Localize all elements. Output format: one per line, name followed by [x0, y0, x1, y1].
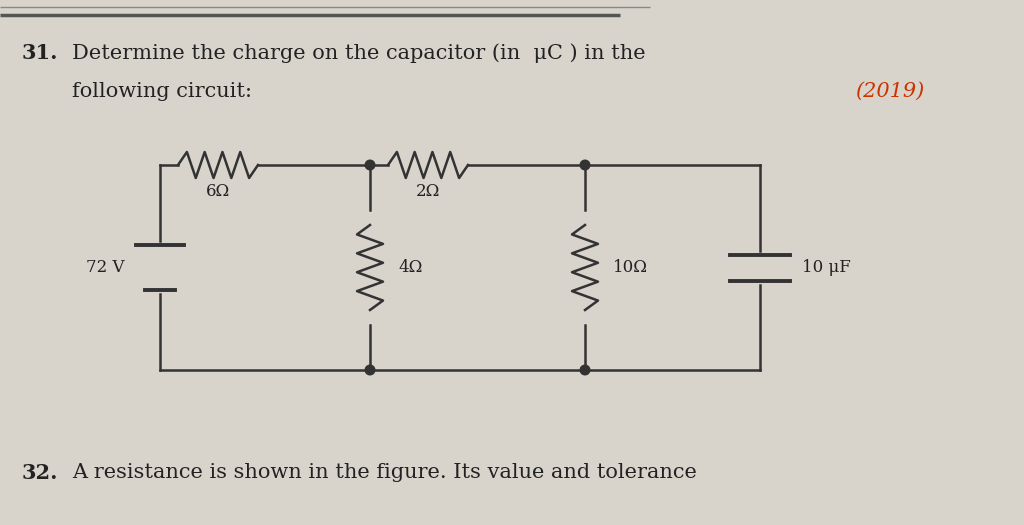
Circle shape: [581, 365, 590, 375]
Text: 31.: 31.: [22, 43, 58, 63]
Text: 10Ω: 10Ω: [613, 259, 648, 276]
Text: 10 μF: 10 μF: [802, 259, 851, 276]
Circle shape: [366, 365, 375, 375]
Circle shape: [581, 160, 590, 170]
Text: 6Ω: 6Ω: [206, 183, 230, 200]
Text: 32.: 32.: [22, 463, 58, 483]
Text: 72 V: 72 V: [86, 259, 125, 276]
Text: A resistance is shown in the figure. Its value and tolerance: A resistance is shown in the figure. Its…: [72, 463, 697, 482]
Text: Determine the charge on the capacitor (in  μC ) in the: Determine the charge on the capacitor (i…: [72, 43, 645, 62]
Text: (2019): (2019): [855, 82, 925, 101]
Text: 2Ω: 2Ω: [416, 183, 440, 200]
Text: 4Ω: 4Ω: [398, 259, 422, 276]
Circle shape: [366, 160, 375, 170]
Text: following circuit:: following circuit:: [72, 82, 252, 101]
